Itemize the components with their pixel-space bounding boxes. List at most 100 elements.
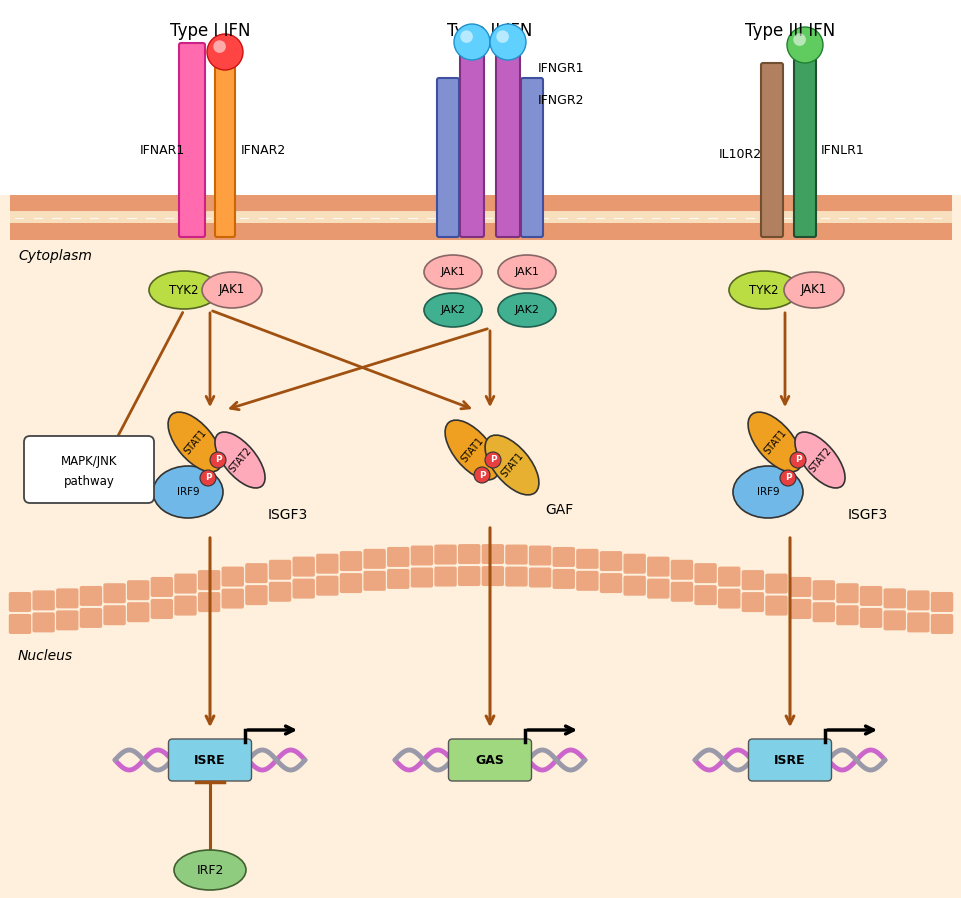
Ellipse shape <box>728 271 799 309</box>
FancyBboxPatch shape <box>433 567 456 586</box>
Text: JAK2: JAK2 <box>440 305 465 315</box>
Text: GAF: GAF <box>545 503 573 517</box>
FancyBboxPatch shape <box>529 545 551 566</box>
FancyBboxPatch shape <box>694 563 716 583</box>
FancyBboxPatch shape <box>214 58 234 237</box>
FancyBboxPatch shape <box>765 595 787 615</box>
Text: STAT1: STAT1 <box>458 436 484 464</box>
Circle shape <box>200 470 216 486</box>
Circle shape <box>496 31 508 43</box>
FancyBboxPatch shape <box>457 544 480 564</box>
Text: IRF9: IRF9 <box>177 487 199 497</box>
FancyBboxPatch shape <box>457 566 480 586</box>
FancyBboxPatch shape <box>481 544 504 564</box>
FancyBboxPatch shape <box>930 614 952 634</box>
Text: MAPK/JNK: MAPK/JNK <box>61 455 117 469</box>
FancyBboxPatch shape <box>33 612 55 632</box>
Text: STAT1: STAT1 <box>182 427 208 456</box>
FancyBboxPatch shape <box>481 566 504 586</box>
FancyBboxPatch shape <box>80 586 102 606</box>
FancyBboxPatch shape <box>505 544 528 565</box>
FancyBboxPatch shape <box>882 611 905 630</box>
FancyBboxPatch shape <box>268 582 291 602</box>
FancyBboxPatch shape <box>741 592 763 612</box>
Circle shape <box>793 33 805 46</box>
FancyBboxPatch shape <box>448 739 530 781</box>
FancyBboxPatch shape <box>436 78 458 237</box>
FancyBboxPatch shape <box>9 614 31 634</box>
Circle shape <box>459 31 473 43</box>
FancyBboxPatch shape <box>599 573 622 593</box>
Ellipse shape <box>424 293 481 327</box>
FancyBboxPatch shape <box>748 739 830 781</box>
Circle shape <box>779 470 795 486</box>
Text: ISRE: ISRE <box>774 753 805 767</box>
Text: STAT1: STAT1 <box>761 427 787 456</box>
Circle shape <box>786 27 823 63</box>
FancyBboxPatch shape <box>576 571 598 591</box>
FancyBboxPatch shape <box>765 574 787 594</box>
Ellipse shape <box>149 271 219 309</box>
Text: JAK1: JAK1 <box>801 284 826 296</box>
FancyBboxPatch shape <box>127 603 149 622</box>
FancyBboxPatch shape <box>410 545 432 566</box>
Text: ISGF3: ISGF3 <box>847 508 887 522</box>
FancyBboxPatch shape <box>168 739 251 781</box>
FancyBboxPatch shape <box>363 549 385 568</box>
FancyBboxPatch shape <box>56 611 79 630</box>
FancyBboxPatch shape <box>221 588 244 609</box>
Ellipse shape <box>153 466 223 518</box>
Text: IFNAR2: IFNAR2 <box>240 144 285 156</box>
FancyBboxPatch shape <box>339 573 362 593</box>
Circle shape <box>209 452 226 468</box>
FancyBboxPatch shape <box>496 48 520 237</box>
Ellipse shape <box>794 432 844 488</box>
Text: Nucleus: Nucleus <box>18 649 73 663</box>
FancyBboxPatch shape <box>174 595 196 615</box>
Text: GAS: GAS <box>475 753 504 767</box>
Circle shape <box>484 452 501 468</box>
FancyBboxPatch shape <box>33 590 55 611</box>
FancyBboxPatch shape <box>812 603 834 622</box>
FancyBboxPatch shape <box>788 599 810 619</box>
Text: IL10R2: IL10R2 <box>718 148 761 162</box>
FancyBboxPatch shape <box>410 568 432 587</box>
FancyBboxPatch shape <box>292 557 314 577</box>
Text: Type II IFN: Type II IFN <box>447 22 532 40</box>
Text: IRF9: IRF9 <box>756 487 778 497</box>
FancyBboxPatch shape <box>717 567 740 586</box>
FancyBboxPatch shape <box>316 576 338 595</box>
Text: P: P <box>214 455 221 464</box>
Text: IFNAR1: IFNAR1 <box>139 144 185 156</box>
Ellipse shape <box>168 412 222 472</box>
Text: P: P <box>489 455 496 464</box>
FancyBboxPatch shape <box>623 554 645 574</box>
FancyBboxPatch shape <box>56 588 79 608</box>
FancyBboxPatch shape <box>882 588 905 608</box>
FancyBboxPatch shape <box>694 585 716 605</box>
Text: IRF2: IRF2 <box>196 864 224 876</box>
Text: ISGF3: ISGF3 <box>268 508 308 522</box>
FancyBboxPatch shape <box>103 605 126 625</box>
FancyBboxPatch shape <box>793 53 815 237</box>
FancyBboxPatch shape <box>339 551 362 571</box>
Ellipse shape <box>498 293 555 327</box>
Bar <box>10 195 951 212</box>
Text: ISRE: ISRE <box>194 753 226 767</box>
Bar <box>0 0 961 195</box>
FancyBboxPatch shape <box>552 569 575 589</box>
Text: IFNGR2: IFNGR2 <box>537 93 584 107</box>
FancyBboxPatch shape <box>151 599 173 619</box>
FancyBboxPatch shape <box>859 608 881 628</box>
FancyBboxPatch shape <box>459 48 483 237</box>
Ellipse shape <box>174 850 246 890</box>
FancyBboxPatch shape <box>647 557 669 577</box>
Text: STAT2: STAT2 <box>227 445 253 474</box>
FancyBboxPatch shape <box>386 547 409 567</box>
Ellipse shape <box>783 272 843 308</box>
Ellipse shape <box>424 255 481 289</box>
FancyBboxPatch shape <box>24 436 154 503</box>
Ellipse shape <box>484 436 538 495</box>
Text: Cytoplasm: Cytoplasm <box>18 249 92 263</box>
Text: JAK1: JAK1 <box>514 267 539 277</box>
